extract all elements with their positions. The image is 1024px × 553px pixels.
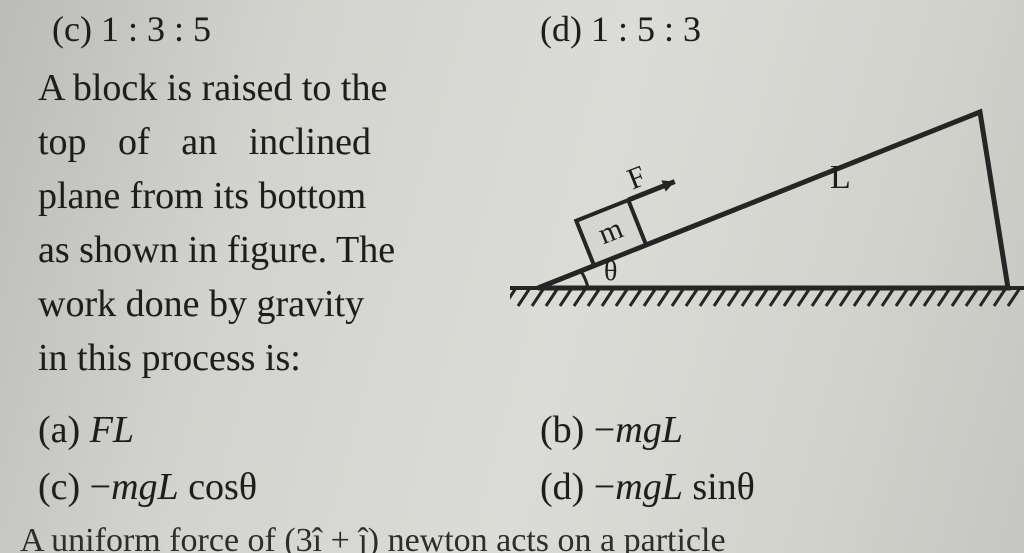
angle-arc: [581, 271, 589, 289]
prev-option-c: (c) 1 : 3 : 5: [52, 8, 211, 50]
question-line-4: as shown in figure. The: [38, 229, 395, 271]
next-question-partial: A uniform force of (3î + ĵ) newton acts …: [20, 522, 1024, 553]
force-label-F: F: [623, 159, 651, 196]
option-b: (b) −mgL: [540, 408, 683, 452]
option-c-math: mgL: [111, 466, 179, 508]
page: { "top_options": { "c": "(c) 1 : 3 : 5",…: [0, 0, 1024, 553]
angle-label-theta: θ: [604, 256, 617, 287]
hypotenuse-label-L: L: [830, 159, 851, 196]
ground-hatching: [510, 288, 1020, 306]
inclined-plane-svg: m F θ L: [510, 80, 1024, 340]
option-a-math: FL: [90, 409, 134, 451]
question-line-2: top of an inclined: [38, 121, 371, 163]
question-line-1: A block is raised to the: [38, 67, 387, 109]
option-a: (a) FL: [38, 408, 134, 452]
option-d-math: mgL: [615, 466, 683, 508]
question-line-3: plane from its bottom: [38, 175, 366, 217]
option-d: (d) −mgL sinθ: [540, 465, 755, 509]
option-c: (c) −mgL cosθ: [38, 465, 257, 509]
inclined-plane-figure: m F θ L: [510, 80, 1024, 340]
prev-option-d: (d) 1 : 5 : 3: [540, 8, 701, 50]
block-group: m F: [564, 150, 693, 265]
question-text: A block is raised to the top of an incli…: [0, 62, 510, 386]
question-line-6: in this process is:: [38, 337, 301, 379]
option-b-math: mgL: [615, 409, 683, 451]
question-line-5: work done by gravity: [38, 283, 364, 325]
